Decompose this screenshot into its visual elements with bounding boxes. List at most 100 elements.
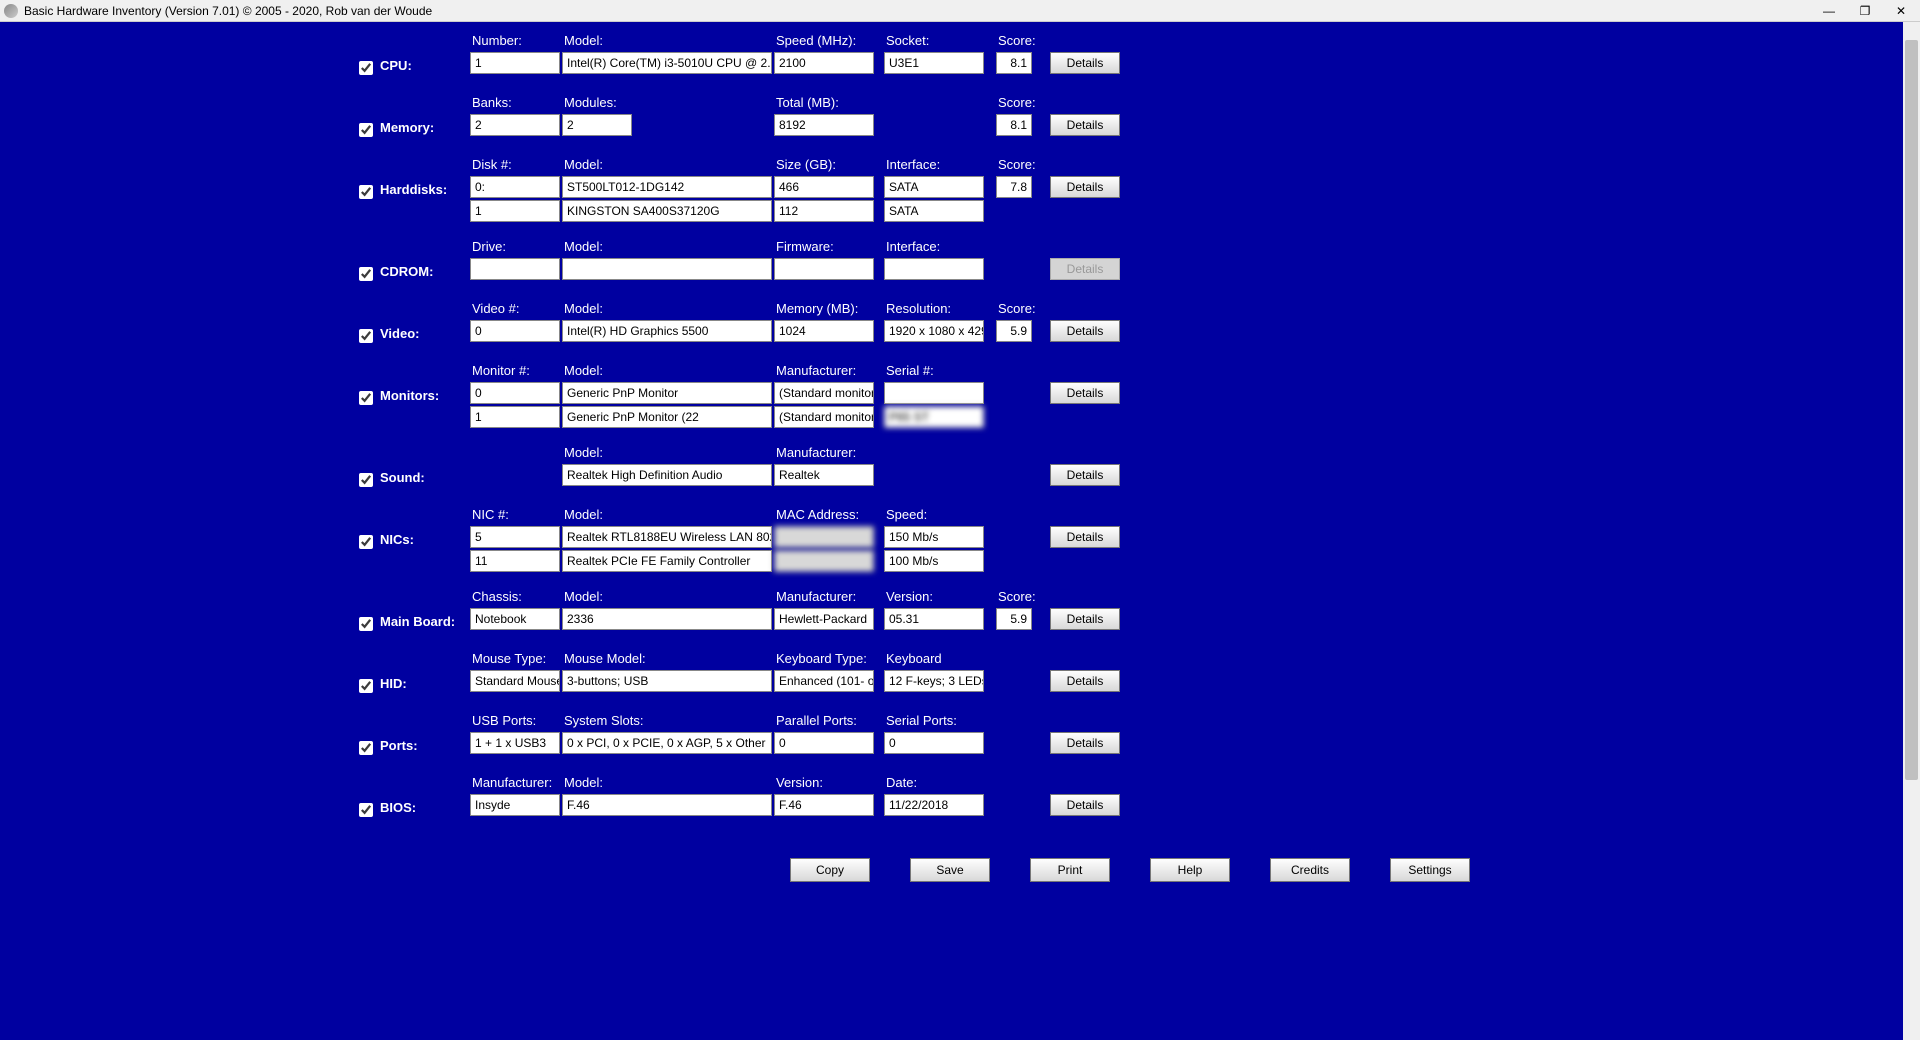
details-button-sound[interactable]: Details xyxy=(1050,464,1120,486)
section-checkbox-hid[interactable] xyxy=(359,679,373,693)
field-input[interactable]: Generic PnP Monitor (22 xyxy=(562,406,772,428)
field-input[interactable]: 1 xyxy=(470,406,560,428)
details-button-cpu[interactable]: Details xyxy=(1050,52,1120,74)
field-input[interactable] xyxy=(774,550,874,572)
section-checkbox-cpu[interactable] xyxy=(359,61,373,75)
field-input[interactable]: ST500LT012-1DG142 xyxy=(562,176,772,198)
maximize-button[interactable]: ❐ xyxy=(1856,4,1874,18)
field-input[interactable]: F.46 xyxy=(562,794,772,816)
minimize-button[interactable]: — xyxy=(1820,4,1838,18)
field-input[interactable]: 112 xyxy=(774,200,874,222)
field-input[interactable]: 1024 xyxy=(774,320,874,342)
field-input[interactable] xyxy=(884,382,984,404)
footer-button-credits[interactable]: Credits xyxy=(1270,858,1350,882)
section-checkbox-mainboard[interactable] xyxy=(359,617,373,631)
field-input[interactable] xyxy=(884,258,984,280)
field-input[interactable]: Realtek PCIe FE Family Controller xyxy=(562,550,772,572)
field-input[interactable]: Enhanced (101- or 1 xyxy=(774,670,874,692)
details-button-memory[interactable]: Details xyxy=(1050,114,1120,136)
field-input[interactable]: P65 ST xyxy=(884,406,984,428)
field-input[interactable] xyxy=(774,526,874,548)
field-input[interactable]: Generic PnP Monitor xyxy=(562,382,772,404)
field-input[interactable]: 11/22/2018 xyxy=(884,794,984,816)
score-value[interactable]: 5.9 xyxy=(996,320,1032,342)
details-button-bios[interactable]: Details xyxy=(1050,794,1120,816)
field-input[interactable]: F.46 xyxy=(774,794,874,816)
field-input[interactable]: 2336 xyxy=(562,608,772,630)
field-input[interactable]: 0: xyxy=(470,176,560,198)
section-checkbox-nics[interactable] xyxy=(359,535,373,549)
score-value[interactable]: 7.8 xyxy=(996,176,1032,198)
field-input[interactable]: 0 xyxy=(470,382,560,404)
col-2: Memory (MB):1024 xyxy=(774,298,874,342)
score-value[interactable]: 8.1 xyxy=(996,52,1032,74)
details-button-nics[interactable]: Details xyxy=(1050,526,1120,548)
field-input[interactable]: SATA xyxy=(884,176,984,198)
field-input[interactable]: 0 xyxy=(470,320,560,342)
field-input[interactable]: 466 xyxy=(774,176,874,198)
section-checkbox-cdrom[interactable] xyxy=(359,267,373,281)
field-input[interactable]: Realtek RTL8188EU Wireless LAN 802.11n U xyxy=(562,526,772,548)
field-input[interactable]: 0 x PCI, 0 x PCIE, 0 x AGP, 5 x Other xyxy=(562,732,772,754)
footer-button-copy[interactable]: Copy xyxy=(790,858,870,882)
field-input[interactable]: (Standard monitor ty xyxy=(774,406,874,428)
field-input[interactable]: 2 xyxy=(562,114,632,136)
field-input[interactable]: 2 xyxy=(470,114,560,136)
details-button-monitors[interactable]: Details xyxy=(1050,382,1120,404)
section-checkbox-sound[interactable] xyxy=(359,473,373,487)
field-input[interactable]: 1920 x 1080 x 429496 xyxy=(884,320,984,342)
scrollbar-thumb[interactable] xyxy=(1905,40,1918,780)
field-input[interactable]: 5 xyxy=(470,526,560,548)
field-input[interactable] xyxy=(562,258,772,280)
field-input[interactable]: Realtek High Definition Audio xyxy=(562,464,772,486)
field-input[interactable]: Notebook xyxy=(470,608,560,630)
close-button[interactable]: ✕ xyxy=(1892,4,1910,18)
field-input[interactable]: 1 xyxy=(470,52,560,74)
field-input[interactable]: 1 + 1 x USB3 xyxy=(470,732,560,754)
field-input[interactable]: Insyde xyxy=(470,794,560,816)
field-input[interactable]: 100 Mb/s xyxy=(884,550,984,572)
field-input[interactable]: (Standard monitor ty xyxy=(774,382,874,404)
score-empty xyxy=(996,794,1032,816)
field-input[interactable] xyxy=(774,258,874,280)
section-checkbox-bios[interactable] xyxy=(359,803,373,817)
field-input[interactable] xyxy=(470,258,560,280)
field-input[interactable]: 12 F-keys; 3 LEDs; U xyxy=(884,670,984,692)
field-input[interactable]: 0 xyxy=(884,732,984,754)
vertical-scrollbar[interactable] xyxy=(1903,22,1920,1040)
field-input[interactable]: 8192 xyxy=(774,114,874,136)
col-header: Serial #: xyxy=(884,360,984,382)
field-input[interactable]: Standard Mouse xyxy=(470,670,560,692)
field-input[interactable]: KINGSTON SA400S37120G xyxy=(562,200,772,222)
section-checkbox-memory[interactable] xyxy=(359,123,373,137)
details-button-ports[interactable]: Details xyxy=(1050,732,1120,754)
col-0: Chassis:Notebook xyxy=(470,586,560,630)
footer-button-settings[interactable]: Settings xyxy=(1390,858,1470,882)
details-button-hid[interactable]: Details xyxy=(1050,670,1120,692)
field-input[interactable]: 0 xyxy=(774,732,874,754)
field-input[interactable]: Intel(R) Core(TM) i3-5010U CPU @ 2.10GHz xyxy=(562,52,772,74)
footer-button-save[interactable]: Save xyxy=(910,858,990,882)
details-button-mainboard[interactable]: Details xyxy=(1050,608,1120,630)
footer-button-print[interactable]: Print xyxy=(1030,858,1110,882)
section-checkbox-monitors[interactable] xyxy=(359,391,373,405)
field-input[interactable]: 150 Mb/s xyxy=(884,526,984,548)
field-input[interactable]: 11 xyxy=(470,550,560,572)
field-input[interactable]: U3E1 xyxy=(884,52,984,74)
field-input[interactable]: Realtek xyxy=(774,464,874,486)
score-value[interactable]: 5.9 xyxy=(996,608,1032,630)
section-checkbox-harddisks[interactable] xyxy=(359,185,373,199)
details-button-video[interactable]: Details xyxy=(1050,320,1120,342)
field-input[interactable]: SATA xyxy=(884,200,984,222)
field-input[interactable]: Intel(R) HD Graphics 5500 xyxy=(562,320,772,342)
section-checkbox-video[interactable] xyxy=(359,329,373,343)
field-input[interactable]: 1 xyxy=(470,200,560,222)
field-input[interactable]: 2100 xyxy=(774,52,874,74)
section-checkbox-ports[interactable] xyxy=(359,741,373,755)
score-value[interactable]: 8.1 xyxy=(996,114,1032,136)
field-input[interactable]: 3-buttons; USB xyxy=(562,670,772,692)
field-input[interactable]: 05.31 xyxy=(884,608,984,630)
field-input[interactable]: Hewlett-Packard xyxy=(774,608,874,630)
details-button-harddisks[interactable]: Details xyxy=(1050,176,1120,198)
footer-button-help[interactable]: Help xyxy=(1150,858,1230,882)
